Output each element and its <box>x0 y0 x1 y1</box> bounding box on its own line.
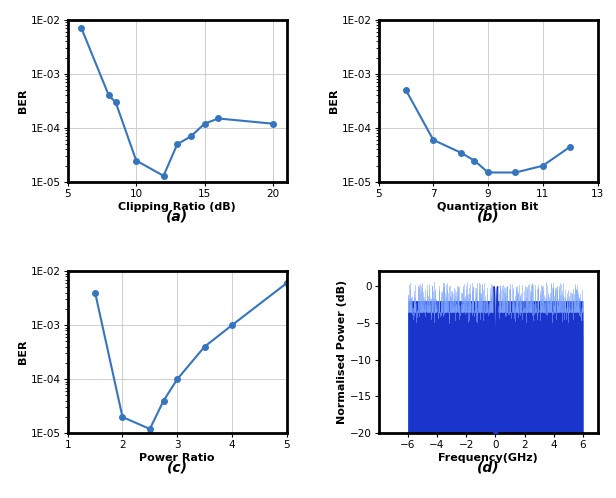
Text: (c): (c) <box>167 461 188 475</box>
Y-axis label: Normalised Power (dB): Normalised Power (dB) <box>337 280 347 424</box>
Text: (a): (a) <box>166 209 188 224</box>
Y-axis label: BER: BER <box>18 340 28 365</box>
X-axis label: Clipping Ratio (dB): Clipping Ratio (dB) <box>118 202 236 212</box>
X-axis label: Quantization Bit: Quantization Bit <box>437 202 538 212</box>
Text: (b): (b) <box>477 209 500 224</box>
X-axis label: Frequency(GHz): Frequency(GHz) <box>438 453 538 463</box>
Y-axis label: BER: BER <box>329 89 339 113</box>
X-axis label: Power Ratio: Power Ratio <box>139 453 215 463</box>
Text: (d): (d) <box>477 461 500 475</box>
Y-axis label: BER: BER <box>18 89 28 113</box>
